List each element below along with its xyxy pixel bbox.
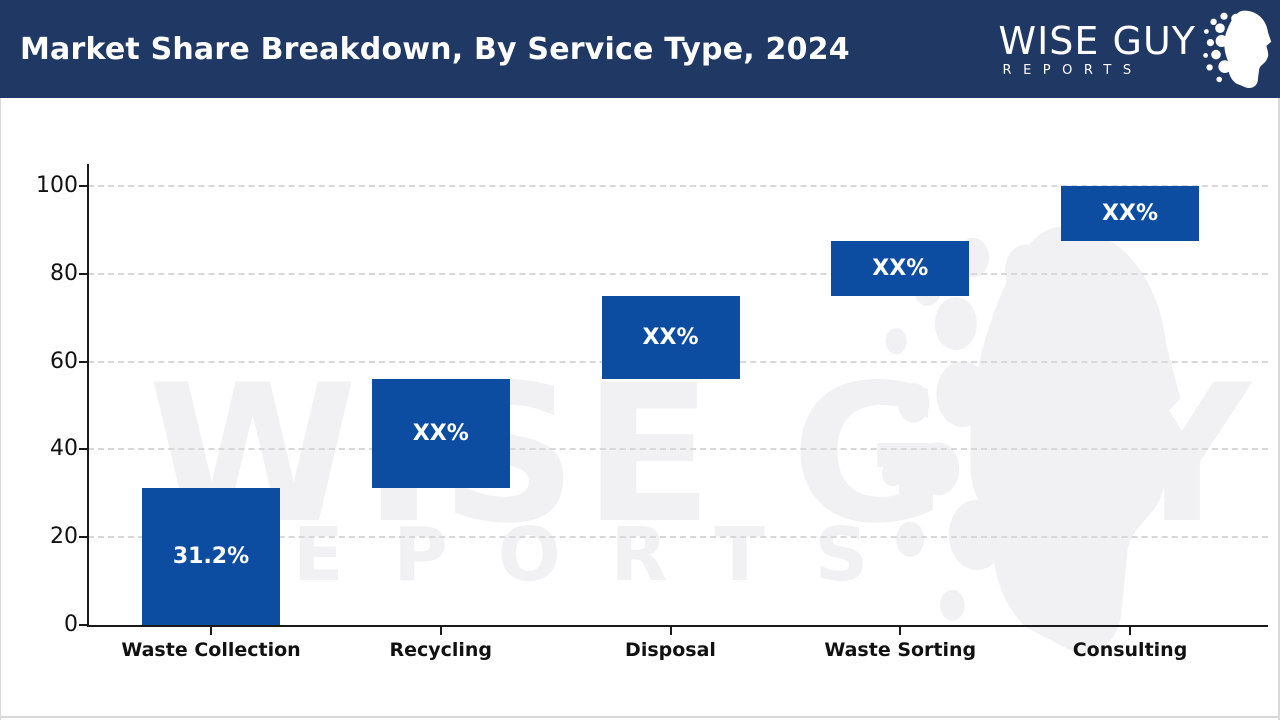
- y-tick-label-60: 60: [50, 348, 78, 374]
- x-category-label-disposal: Disposal: [625, 639, 716, 661]
- bar-value-label-waste-collection: 31.2%: [172, 544, 250, 569]
- x-tick-mark-waste-collection: [210, 627, 212, 635]
- logo-wordmark: WISE GUY REPORTS: [999, 22, 1196, 77]
- gridline-20: [88, 536, 1268, 539]
- x-tick-mark-disposal: [669, 627, 672, 635]
- gridline-40: [88, 448, 1268, 451]
- bar-value-label-disposal: XX%: [642, 324, 699, 350]
- y-tick-label-20: 20: [50, 524, 78, 550]
- y-tick-mark-100: [79, 185, 88, 187]
- bar-consulting: XX%: [1061, 186, 1199, 241]
- y-tick-mark-60: [79, 360, 88, 363]
- y-tick-mark-20: [79, 536, 88, 539]
- x-category-label-recycling: Recycling: [389, 639, 493, 661]
- x-tick-mark-recycling: [439, 627, 442, 635]
- bottom-border: [0, 716, 1280, 718]
- y-tick-mark-40: [79, 448, 88, 451]
- x-axis-line: [87, 625, 1268, 627]
- gridline-100: [88, 185, 1268, 187]
- y-tick-label-40: 40: [50, 436, 78, 462]
- bar-waste-collection: 31.2%: [142, 488, 280, 625]
- wise-guy-head-icon: [1203, 10, 1272, 88]
- wise-guy-logo: WISE GUY REPORTS: [999, 9, 1272, 89]
- gridline-80: [88, 272, 1268, 275]
- bar-recycling: XX%: [371, 379, 510, 489]
- y-tick-label-0: 0: [64, 612, 78, 637]
- x-category-label-consulting: Consulting: [1072, 639, 1188, 661]
- x-tick-mark-waste-sorting: [899, 627, 902, 635]
- bar-value-label-waste-sorting: XX%: [872, 255, 929, 281]
- header-bar: Market Share Breakdown, By Service Type,…: [0, 0, 1280, 98]
- bar-waste-sorting: XX%: [831, 240, 970, 296]
- right-border: [1278, 98, 1280, 720]
- x-category-label-waste-sorting: Waste Sorting: [824, 639, 977, 661]
- logo-wordmark-line1: WISE GUY: [998, 18, 1196, 63]
- y-tick-mark-0: [79, 624, 88, 626]
- logo-wordmark-line2: REPORTS: [1002, 62, 1143, 78]
- x-tick-mark-consulting: [1129, 627, 1131, 635]
- y-tick-label-80: 80: [50, 260, 78, 286]
- page-title: Market Share Breakdown, By Service Type,…: [20, 31, 850, 67]
- bar-value-label-recycling: XX%: [412, 421, 469, 447]
- y-axis-line: [87, 164, 89, 627]
- bar-disposal: XX%: [601, 295, 740, 380]
- y-tick-label-100: 100: [36, 173, 78, 198]
- bar-value-label-consulting: XX%: [1102, 200, 1158, 226]
- y-tick-mark-80: [79, 272, 88, 275]
- left-border: [0, 98, 1, 720]
- x-category-label-waste-collection: Waste Collection: [121, 639, 301, 661]
